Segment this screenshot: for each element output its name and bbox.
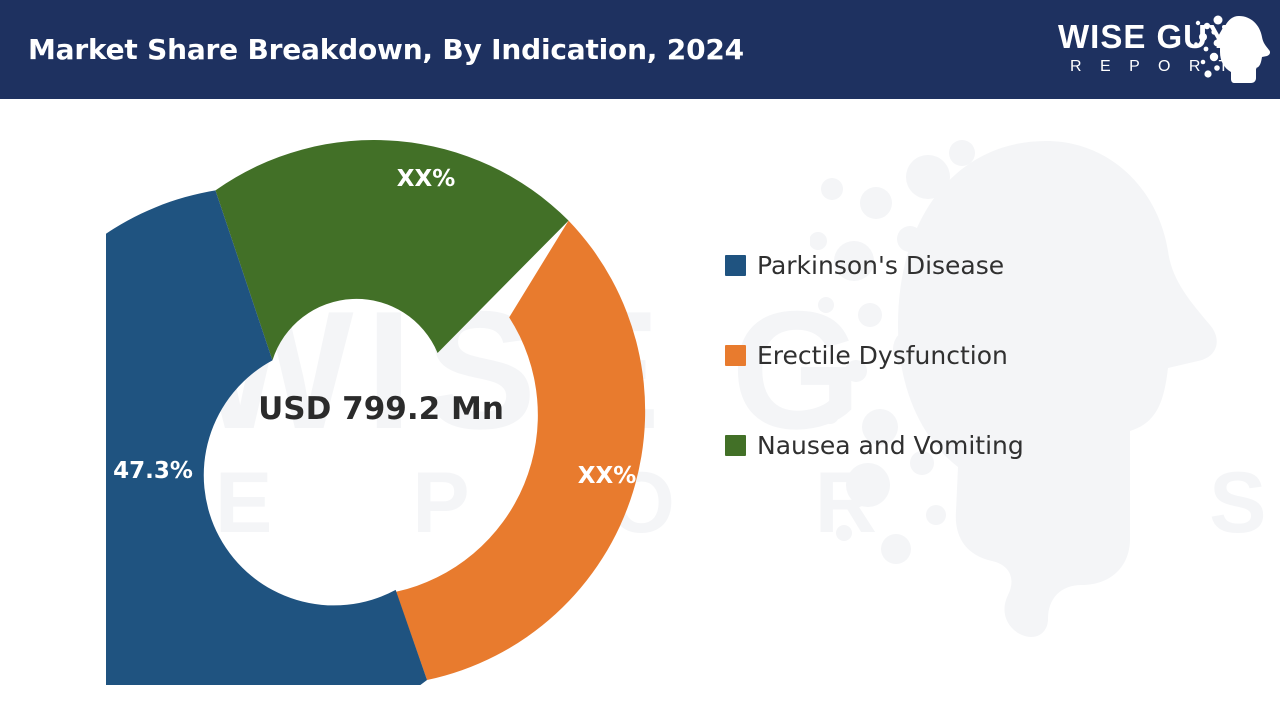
donut-chart: [106, 139, 646, 685]
legend-item-nausea-and-vomiting[interactable]: Nausea and Vomiting: [725, 430, 1055, 460]
logo-wordmark-secondary: R E P O R T S: [1070, 58, 1265, 75]
slice-nausea-and-vomiting[interactable]: [215, 139, 569, 361]
donut-slices: [106, 139, 646, 685]
legend-label: Nausea and Vomiting: [757, 430, 1024, 460]
donut-center-value: USD 799.2 Mn: [258, 391, 504, 427]
chart-legend: Parkinson's Disease Erectile Dysfunction…: [725, 250, 1055, 520]
brand-logo: WISE GUY R E P O R T S: [1052, 8, 1274, 92]
slice-parkinsons-disease[interactable]: [106, 190, 428, 685]
slice-label-erectile-dysfunction: XX%: [577, 463, 637, 489]
head-dots-icon: [1194, 15, 1271, 83]
slice-erectile-dysfunction[interactable]: [396, 220, 646, 681]
legend-label: Parkinson's Disease: [757, 250, 1005, 280]
legend-swatch-icon: [725, 254, 746, 276]
page-title: Market Share Breakdown, By Indication, 2…: [28, 33, 744, 66]
header-bar: Market Share Breakdown, By Indication, 2…: [0, 0, 1280, 99]
legend-item-parkinsons-disease[interactable]: Parkinson's Disease: [725, 250, 1055, 280]
slice-label-parkinsons-disease: 47.3%: [113, 458, 193, 484]
legend-swatch-icon: [725, 434, 746, 456]
legend-label: Erectile Dysfunction: [757, 340, 1008, 370]
slice-label-nausea-and-vomiting: XX%: [396, 166, 456, 192]
legend-item-erectile-dysfunction[interactable]: Erectile Dysfunction: [725, 340, 1055, 370]
legend-swatch-icon: [725, 344, 746, 366]
